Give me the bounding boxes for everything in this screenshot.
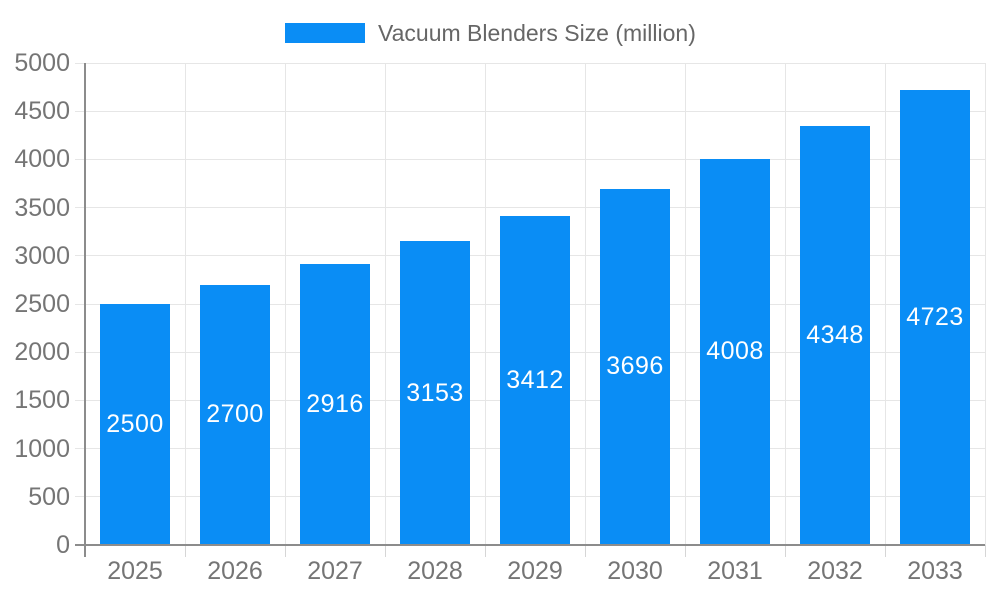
x-tick — [584, 545, 586, 557]
gridline-v — [884, 63, 886, 545]
y-tick-label: 2000 — [14, 338, 70, 367]
x-tick — [284, 545, 286, 557]
y-tick — [75, 399, 85, 401]
legend-swatch — [285, 23, 365, 43]
x-tick — [684, 545, 686, 557]
x-axis-label: 2032 — [807, 557, 863, 585]
x-axis-label: 2026 — [207, 557, 263, 585]
y-tick — [75, 351, 85, 353]
gridline-h — [85, 158, 985, 160]
bar-value-label: 3412 — [506, 366, 564, 395]
x-axis-label: 2028 — [407, 557, 463, 585]
x-tick — [884, 545, 886, 557]
gridline-v — [684, 63, 686, 545]
y-tick-label: 500 — [28, 482, 70, 511]
y-tick — [75, 158, 85, 160]
legend-label: Vacuum Blenders Size (million) — [378, 20, 696, 46]
y-tick-label: 3500 — [14, 193, 70, 222]
y-tick — [75, 62, 85, 64]
gridline-v — [984, 63, 986, 545]
y-tick — [75, 496, 85, 498]
y-tick-label: 4000 — [14, 145, 70, 174]
y-tick-label: 0 — [56, 531, 70, 559]
x-tick — [984, 545, 986, 557]
bar[interactable]: 2500 — [100, 304, 170, 545]
bar[interactable]: 2916 — [300, 263, 370, 545]
x-axis-label: 2027 — [307, 557, 363, 585]
y-axis-line — [84, 63, 86, 557]
gridline-v — [784, 63, 786, 545]
bar[interactable]: 2700 — [200, 284, 270, 545]
gridline-v — [184, 63, 186, 545]
x-tick — [184, 545, 186, 557]
bar-value-label: 2700 — [206, 400, 264, 429]
x-axis-label: 2033 — [907, 557, 963, 585]
x-axis-line — [75, 544, 985, 546]
y-tick — [75, 448, 85, 450]
x-tick — [784, 545, 786, 557]
y-tick-label: 1500 — [14, 386, 70, 415]
bar[interactable]: 4723 — [900, 89, 970, 545]
y-tick — [75, 255, 85, 257]
y-tick — [75, 110, 85, 112]
gridline-h — [85, 207, 985, 209]
bar[interactable]: 3696 — [600, 188, 670, 545]
legend-item[interactable]: Vacuum Blenders Size (million) — [285, 20, 696, 46]
y-tick-label: 1000 — [14, 434, 70, 463]
gridline-v — [484, 63, 486, 545]
gridline-v — [384, 63, 386, 545]
x-axis-label: 2031 — [707, 557, 763, 585]
bar-value-label: 4008 — [706, 337, 764, 366]
y-tick-label: 2500 — [14, 290, 70, 318]
gridline-h — [85, 62, 985, 64]
bar[interactable]: 3153 — [400, 241, 470, 545]
gridline-h — [85, 110, 985, 112]
bar-value-label: 4348 — [806, 320, 864, 349]
bar[interactable]: 3412 — [500, 216, 570, 545]
x-axis-label: 2030 — [607, 557, 663, 585]
y-tick — [75, 303, 85, 305]
bar[interactable]: 4008 — [700, 158, 770, 545]
bar-value-label: 2916 — [306, 389, 364, 418]
bar-value-label: 3153 — [406, 378, 464, 407]
bar-value-label: 3696 — [606, 352, 664, 381]
y-tick-label: 4500 — [14, 97, 70, 126]
bar-value-label: 2500 — [106, 410, 164, 438]
gridline-v — [584, 63, 586, 545]
x-axis-label: 2025 — [107, 557, 163, 585]
y-tick — [75, 207, 85, 209]
bar[interactable]: 4348 — [800, 125, 870, 545]
x-tick — [384, 545, 386, 557]
x-axis-label: 2029 — [507, 557, 563, 585]
y-tick-label: 3000 — [14, 241, 70, 270]
y-tick-label: 5000 — [14, 49, 70, 77]
gridline-v — [284, 63, 286, 545]
bar-value-label: 4723 — [906, 302, 964, 331]
x-tick — [484, 545, 486, 557]
